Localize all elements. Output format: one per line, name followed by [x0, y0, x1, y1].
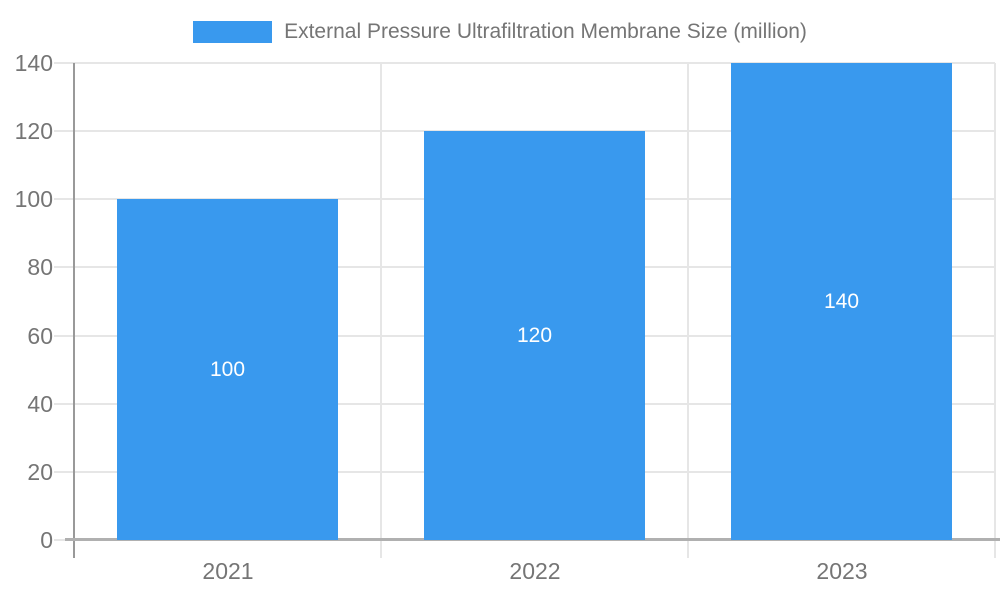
y-axis-tick-label: 140 — [14, 50, 53, 76]
y-axis-tick-label: 80 — [27, 254, 53, 281]
legend-swatch — [193, 21, 273, 43]
y-axis-tick-label: 0 — [40, 527, 53, 553]
x-axis-tick-label: 2023 — [816, 558, 868, 584]
bar-value-label: 140 — [823, 290, 860, 313]
bar-2023[interactable]: 140 — [731, 63, 952, 540]
plot-area: 0 20 40 60 80 100 120 140 100 2021 120 2022 140 2023 — [15, 50, 1000, 584]
zero-tick — [54, 539, 74, 541]
x-axis-tick-label: 2022 — [509, 558, 561, 584]
x-axis-tick-label: 2021 — [202, 558, 254, 584]
bar-2021[interactable]: 100 — [117, 199, 338, 540]
gridline-v — [380, 63, 382, 558]
legend[interactable]: External Pressure Ultrafiltration Membra… — [0, 19, 1000, 45]
gridline-v — [994, 63, 996, 558]
y-axis-tick-label: 20 — [27, 458, 53, 485]
legend-label: External Pressure Ultrafiltration Membra… — [284, 20, 807, 43]
gridline-h — [54, 62, 995, 64]
bar-value-label: 120 — [516, 324, 553, 347]
gridline-v — [687, 63, 689, 558]
bar-value-label: 100 — [209, 358, 246, 381]
bar-2022[interactable]: 120 — [424, 131, 645, 540]
y-axis-line — [73, 63, 75, 558]
y-axis-tick-label: 100 — [14, 186, 53, 213]
y-axis-tick-label: 60 — [27, 322, 53, 349]
y-axis-tick-label: 40 — [27, 390, 53, 417]
y-axis-tick-label: 120 — [14, 118, 53, 145]
